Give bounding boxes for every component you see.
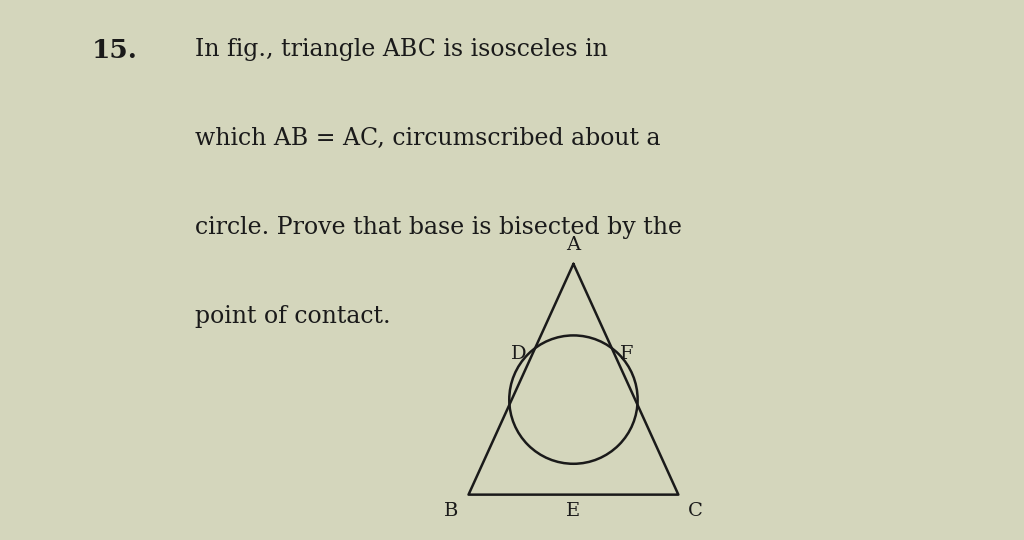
Text: which AB = AC, circumscribed about a: which AB = AC, circumscribed about a [195,127,660,150]
Text: point of contact.: point of contact. [195,305,390,328]
Text: B: B [444,502,459,520]
Text: C: C [688,502,703,520]
Text: circle. Prove that base is bisected by the: circle. Prove that base is bisected by t… [195,216,682,239]
Text: In fig., triangle ABC is isosceles in: In fig., triangle ABC is isosceles in [195,38,607,61]
Text: 15.: 15. [92,38,138,63]
Text: D: D [511,345,526,363]
Text: E: E [566,502,581,520]
Text: F: F [621,345,634,363]
Text: A: A [566,236,581,254]
